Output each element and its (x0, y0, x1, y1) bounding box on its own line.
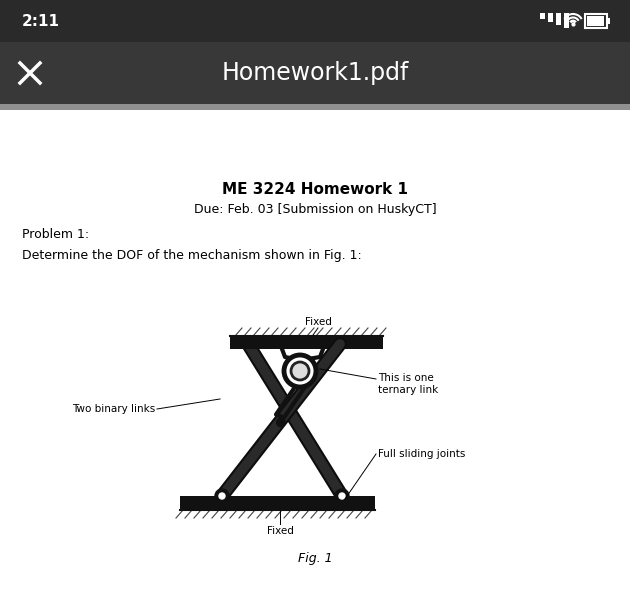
Text: This is one
ternary link: This is one ternary link (378, 373, 438, 395)
Text: Homework1.pdf: Homework1.pdf (221, 61, 409, 85)
Circle shape (219, 493, 225, 499)
Text: 2:11: 2:11 (22, 14, 60, 29)
Bar (540, 13, 545, 19)
Circle shape (276, 418, 286, 428)
Bar (548, 13, 553, 22)
Circle shape (284, 355, 316, 387)
Text: Due: Feb. 03 [Submission on HuskyCT]: Due: Feb. 03 [Submission on HuskyCT] (193, 204, 437, 216)
Bar (564, 13, 569, 28)
Bar (607, 18, 610, 24)
Bar (556, 13, 561, 25)
Circle shape (335, 489, 349, 503)
Text: Fig. 1: Fig. 1 (298, 552, 332, 565)
Text: Two binary links: Two binary links (72, 404, 155, 414)
Bar (0, 110, 630, 594)
Text: Fixed: Fixed (304, 317, 331, 327)
Circle shape (215, 489, 229, 503)
Text: Determine the DOF of the mechanism shown in Fig. 1:: Determine the DOF of the mechanism shown… (22, 248, 362, 261)
Bar (0, 104, 630, 110)
Circle shape (339, 493, 345, 499)
Bar (587, 16, 604, 26)
Bar (0, 42, 630, 104)
Text: Fixed: Fixed (266, 526, 294, 536)
Bar (585, 14, 607, 28)
Circle shape (291, 362, 309, 380)
Text: ME 3224 Homework 1: ME 3224 Homework 1 (222, 182, 408, 197)
Bar (0, 0, 630, 42)
Text: Problem 1:: Problem 1: (22, 229, 89, 242)
Bar (230, 336, 383, 349)
Text: Full sliding joints: Full sliding joints (378, 449, 466, 459)
Bar (180, 496, 375, 510)
